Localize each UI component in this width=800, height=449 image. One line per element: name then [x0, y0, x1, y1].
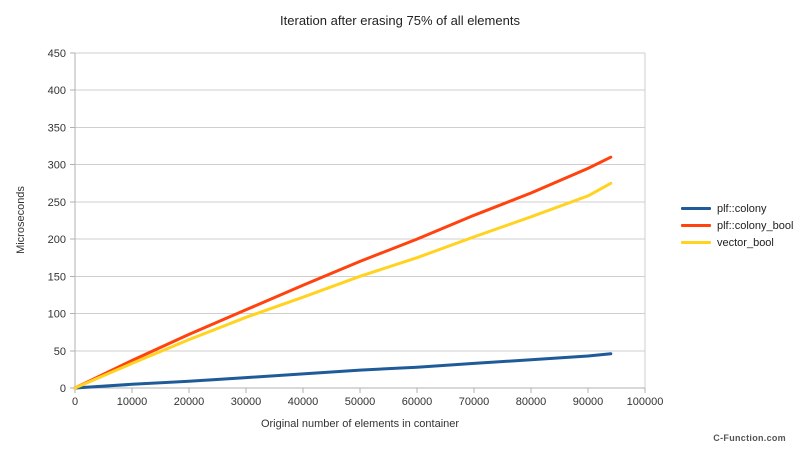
legend-swatch-plf-colony-bool	[681, 224, 711, 227]
x-tick-label: 20000	[174, 396, 205, 408]
legend-label: plf::colony_bool	[717, 219, 794, 232]
legend-label: plf::colony	[717, 202, 767, 215]
y-tick-label: 100	[48, 309, 66, 321]
legend-swatch-vector-bool	[681, 241, 711, 244]
watermark: C-Function.com	[713, 433, 786, 443]
x-tick-label: 100000	[627, 396, 664, 408]
y-tick-label: 150	[48, 271, 66, 283]
y-tick-label: 250	[48, 197, 66, 209]
legend-swatch-plf-colony	[681, 207, 711, 210]
x-tick-label: 40000	[288, 396, 319, 408]
x-tick-label: 50000	[345, 396, 376, 408]
y-tick-label: 50	[54, 346, 66, 358]
chart-title: Iteration after erasing 75% of all eleme…	[280, 13, 520, 28]
x-tick-label: 0	[72, 396, 78, 408]
x-tick-label: 60000	[402, 396, 433, 408]
x-axis-title: Original number of elements in container	[260, 418, 460, 430]
legend-label: vector_bool	[717, 236, 774, 249]
y-tick-label: 450	[48, 48, 66, 60]
legend: plf::colony plf::colony_bool vector_bool	[681, 200, 793, 251]
legend-item-plf-colony: plf::colony	[681, 200, 793, 217]
y-tick-label: 350	[48, 122, 66, 134]
x-tick-label: 10000	[117, 396, 148, 408]
y-tick-label: 0	[60, 383, 66, 395]
x-tick-label: 80000	[516, 396, 547, 408]
series-line-vector-bool	[73, 181, 613, 390]
y-tick-label: 400	[48, 85, 66, 97]
x-tick-label: 90000	[573, 396, 604, 408]
y-tick-label: 300	[48, 160, 66, 172]
y-tick-label: 200	[48, 234, 66, 246]
x-tick-label: 30000	[231, 396, 262, 408]
legend-item-vector-bool: vector_bool	[681, 234, 793, 251]
x-tick-label: 70000	[459, 396, 490, 408]
legend-item-plf-colony-bool: plf::colony_bool	[681, 217, 793, 234]
series-line-plf-colony-bool	[73, 155, 613, 390]
series-line-plf-colony	[73, 352, 613, 390]
